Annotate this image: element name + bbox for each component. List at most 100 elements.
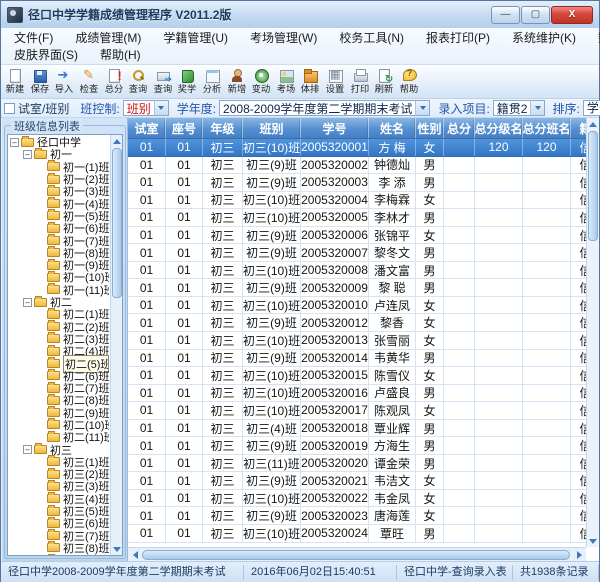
class-control-dropdown[interactable]: 班别 bbox=[122, 100, 169, 116]
collapse-icon[interactable]: – bbox=[10, 137, 19, 147]
toolbar-button[interactable]: 总分 bbox=[101, 66, 126, 98]
toolbar-button[interactable]: 帮助 bbox=[397, 66, 422, 98]
tree-item[interactable]: 初一(4)班 bbox=[9, 197, 109, 211]
close-button[interactable]: X bbox=[551, 5, 593, 24]
tree-item[interactable]: 初一(6)班 bbox=[9, 221, 109, 235]
tree-item[interactable]: 初二(2)班 bbox=[9, 320, 109, 334]
column-header[interactable]: 试室 bbox=[128, 118, 166, 138]
chevron-down-icon[interactable] bbox=[415, 101, 430, 115]
toolbar-button[interactable]: 检查 bbox=[77, 66, 102, 98]
menu-item[interactable]: 成绩管理(M) bbox=[75, 31, 142, 45]
toolbar-button[interactable]: 体排 bbox=[298, 66, 323, 98]
tree-item[interactable]: 初三(7)班 bbox=[9, 529, 109, 543]
tree-item[interactable]: 初二(11)班 bbox=[9, 430, 109, 444]
scroll-right-icon[interactable] bbox=[573, 549, 585, 561]
tree-item[interactable]: 初二(7)班 bbox=[9, 381, 109, 395]
menu-item[interactable]: 皮肤界面(S) bbox=[14, 48, 78, 62]
column-header[interactable]: 总分班名 bbox=[523, 118, 571, 138]
tree-item[interactable]: 初一(1)班 bbox=[9, 160, 109, 174]
chevron-down-icon[interactable] bbox=[530, 101, 545, 115]
scroll-down-icon[interactable] bbox=[111, 543, 122, 555]
column-header[interactable]: 年级 bbox=[203, 118, 243, 138]
column-header[interactable]: 性别 bbox=[416, 118, 444, 138]
maximize-button[interactable]: ▢ bbox=[521, 5, 550, 24]
column-header[interactable]: 姓名 bbox=[369, 118, 416, 138]
menu-item[interactable]: 考场管理(W) bbox=[250, 31, 318, 45]
tree-item[interactable]: 初二(10)班 bbox=[9, 418, 109, 432]
tree-item[interactable]: 初三(2)班 bbox=[9, 467, 109, 481]
column-header[interactable]: 班别 bbox=[243, 118, 301, 138]
collapse-icon[interactable]: – bbox=[23, 149, 32, 159]
menu-item[interactable]: 数据上报(B) bbox=[587, 29, 600, 46]
toolbar-button[interactable]: 导入 bbox=[52, 66, 77, 98]
tree-item[interactable]: 初二(3)班 bbox=[9, 332, 109, 346]
toolbar-button[interactable]: 打印 bbox=[347, 66, 372, 98]
term-dropdown[interactable]: 2008-2009学年度第二学期期末考试 bbox=[219, 100, 431, 116]
tree-item[interactable]: 初三(6)班 bbox=[9, 516, 109, 530]
tree-item[interactable]: 初一(5)班 bbox=[9, 209, 109, 223]
table-vscrollbar-thumb[interactable] bbox=[588, 131, 598, 241]
menu-item[interactable]: 学籍管理(U) bbox=[163, 31, 228, 45]
tree-item[interactable]: 初一(11)班 bbox=[9, 283, 109, 297]
tree-scrollbar[interactable] bbox=[110, 135, 122, 555]
menu-item[interactable]: 校务工具(N) bbox=[339, 31, 404, 45]
toolbar-button[interactable]: 查询 bbox=[151, 66, 176, 98]
tree-item[interactable]: 初三(3)班 bbox=[9, 479, 109, 493]
room-class-checkbox[interactable] bbox=[4, 102, 15, 114]
toolbar-button[interactable]: 新增 bbox=[224, 66, 249, 98]
toolbar-button[interactable]: 分析 bbox=[200, 66, 225, 98]
table-hscrollbar-thumb[interactable] bbox=[142, 549, 570, 560]
menu-item[interactable]: 帮助(H) bbox=[100, 48, 141, 62]
toolbar-button[interactable]: 查询 bbox=[126, 66, 151, 98]
toolbar-button[interactable]: 刷新 bbox=[372, 66, 397, 98]
tree-item[interactable]: 初一(3)班 bbox=[9, 184, 109, 198]
table-vscrollbar[interactable] bbox=[586, 118, 599, 547]
toolbar-button[interactable]: 保存 bbox=[28, 66, 53, 98]
collapse-icon[interactable]: – bbox=[23, 445, 32, 455]
toolbar-button[interactable]: 变动 bbox=[249, 66, 274, 98]
menu-item[interactable]: 文件(F) bbox=[14, 31, 54, 45]
tree-item[interactable]: 初一(9)班 bbox=[9, 258, 109, 272]
tree-item[interactable]: 初二(1)班 bbox=[9, 307, 109, 321]
title-bar[interactable]: 径口中学学籍成绩管理程序 V2011.2版 — ▢ X bbox=[1, 1, 599, 28]
menu-item[interactable]: 系统维护(K) bbox=[512, 31, 576, 45]
tree-item[interactable]: – 初三 bbox=[9, 443, 109, 457]
tree-item[interactable]: 初一(7)班 bbox=[9, 234, 109, 248]
tree-item[interactable]: 初三(9)班 bbox=[9, 553, 109, 555]
tree-item[interactable]: – 初一 bbox=[9, 147, 109, 161]
toolbar-button[interactable]: 设置 bbox=[323, 66, 348, 98]
tree-item[interactable]: 初三(8)班 bbox=[9, 541, 109, 555]
toolbar-button[interactable]: 奖学 bbox=[175, 66, 200, 98]
tree-item[interactable]: 初三(1)班 bbox=[9, 455, 109, 469]
scroll-left-icon[interactable] bbox=[129, 549, 141, 561]
scroll-down-icon[interactable] bbox=[587, 535, 599, 547]
toolbar-button[interactable]: 考场 bbox=[274, 66, 299, 98]
scroll-up-icon[interactable] bbox=[587, 118, 599, 130]
column-header[interactable]: 座号 bbox=[166, 118, 203, 138]
column-header[interactable]: 总分级名 bbox=[475, 118, 523, 138]
tree-item[interactable]: 初三(4)班 bbox=[9, 492, 109, 506]
column-header[interactable]: 籍 bbox=[571, 118, 586, 138]
menu-item[interactable]: 报表打印(P) bbox=[426, 31, 490, 45]
chevron-down-icon[interactable] bbox=[153, 101, 168, 115]
column-header[interactable]: 学号 bbox=[301, 118, 369, 138]
